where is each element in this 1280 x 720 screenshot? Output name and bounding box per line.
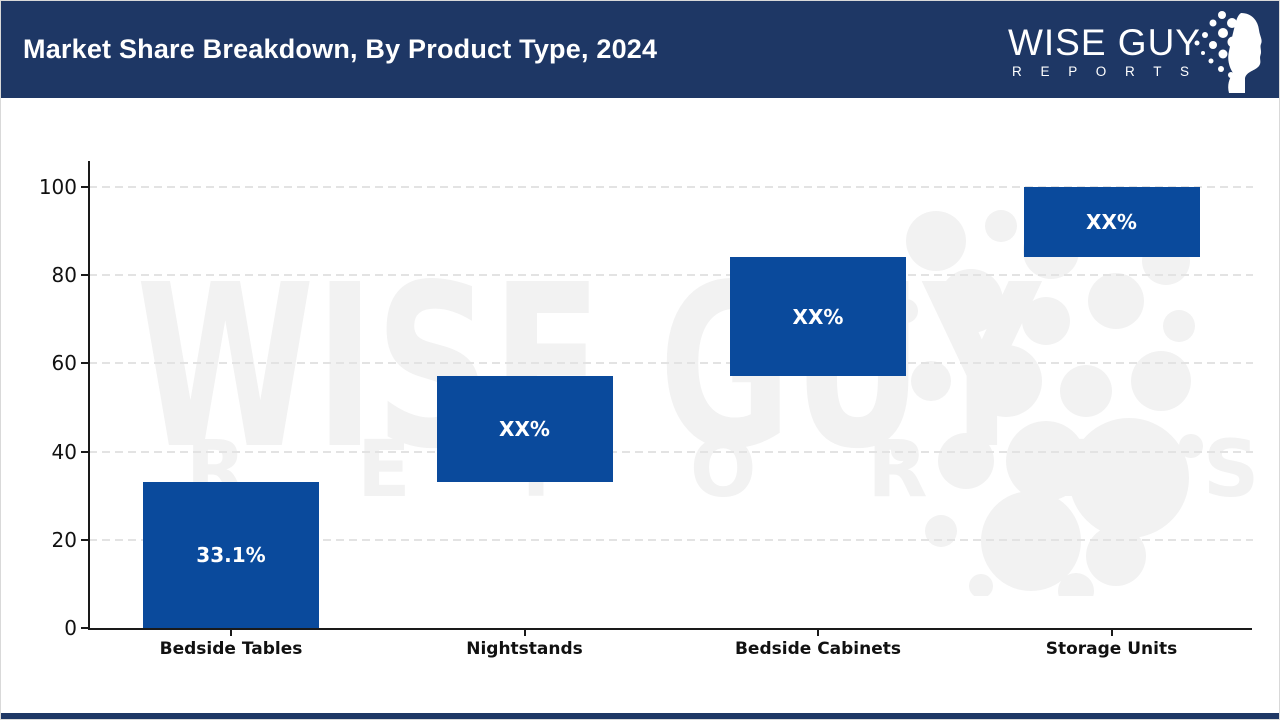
header-banner: Market Share Breakdown, By Product Type,… — [1, 1, 1279, 98]
x-category-label: Nightstands — [466, 639, 583, 659]
bar-nightstands: XX% — [436, 376, 613, 483]
x-category-label: Bedside Cabinets — [734, 639, 902, 659]
y-tick-mark — [81, 538, 88, 541]
x-tick-mark — [230, 630, 232, 636]
bar-storage-units: XX% — [1023, 187, 1200, 258]
x-category-label: Bedside Tables — [159, 639, 303, 659]
gridline-y100 — [89, 186, 1253, 188]
x-tick-mark — [1110, 630, 1113, 636]
wiseguy-logo-text: WISE GUY R E P O R T S — [1007, 21, 1201, 80]
y-axis-line — [88, 161, 90, 630]
gridline-y20 — [89, 538, 1253, 541]
watermark-head-dots — [891, 210, 1203, 596]
y-tick-mark — [81, 627, 88, 629]
y-tick-mark — [81, 186, 88, 188]
x-tick-mark — [523, 630, 526, 636]
logo-subtext: R E P O R T S — [1011, 64, 1197, 80]
y-tick-mark — [81, 450, 88, 453]
y-tick-label: 40 — [51, 439, 77, 464]
bar-bedside-tables: 33.1% — [143, 482, 319, 628]
page-title: Market Share Breakdown, By Product Type,… — [23, 34, 658, 64]
bar-value-label: XX% — [1086, 210, 1137, 235]
x-tick-mark — [817, 630, 819, 636]
bar-value-label: XX% — [792, 304, 844, 329]
x-axis-line — [88, 628, 1252, 630]
y-tick-label: 0 — [64, 616, 77, 640]
x-category-label: Storage Units — [1045, 639, 1178, 659]
y-tick-label: 20 — [51, 527, 77, 552]
bar-bedside-cabinets: XX% — [730, 257, 906, 377]
wiseguy-head-icon — [1194, 11, 1262, 93]
y-tick-mark — [81, 362, 88, 365]
bar-value-label: XX% — [499, 417, 550, 442]
gridline-y40 — [89, 450, 1253, 453]
logo-wordmark: WISE GUY — [1007, 21, 1201, 63]
y-tick-label: 100 — [38, 175, 77, 199]
gridline-y80 — [89, 274, 1253, 277]
y-tick-label: 80 — [51, 263, 77, 288]
y-tick-mark — [81, 274, 88, 277]
gridline-y60 — [89, 362, 1253, 365]
y-tick-label: 60 — [51, 351, 77, 376]
footer-bar — [1, 713, 1279, 719]
wiseguy-logo: WISE GUY R E P O R T S — [1007, 11, 1263, 93]
bar-value-label: 33.1% — [196, 543, 266, 567]
